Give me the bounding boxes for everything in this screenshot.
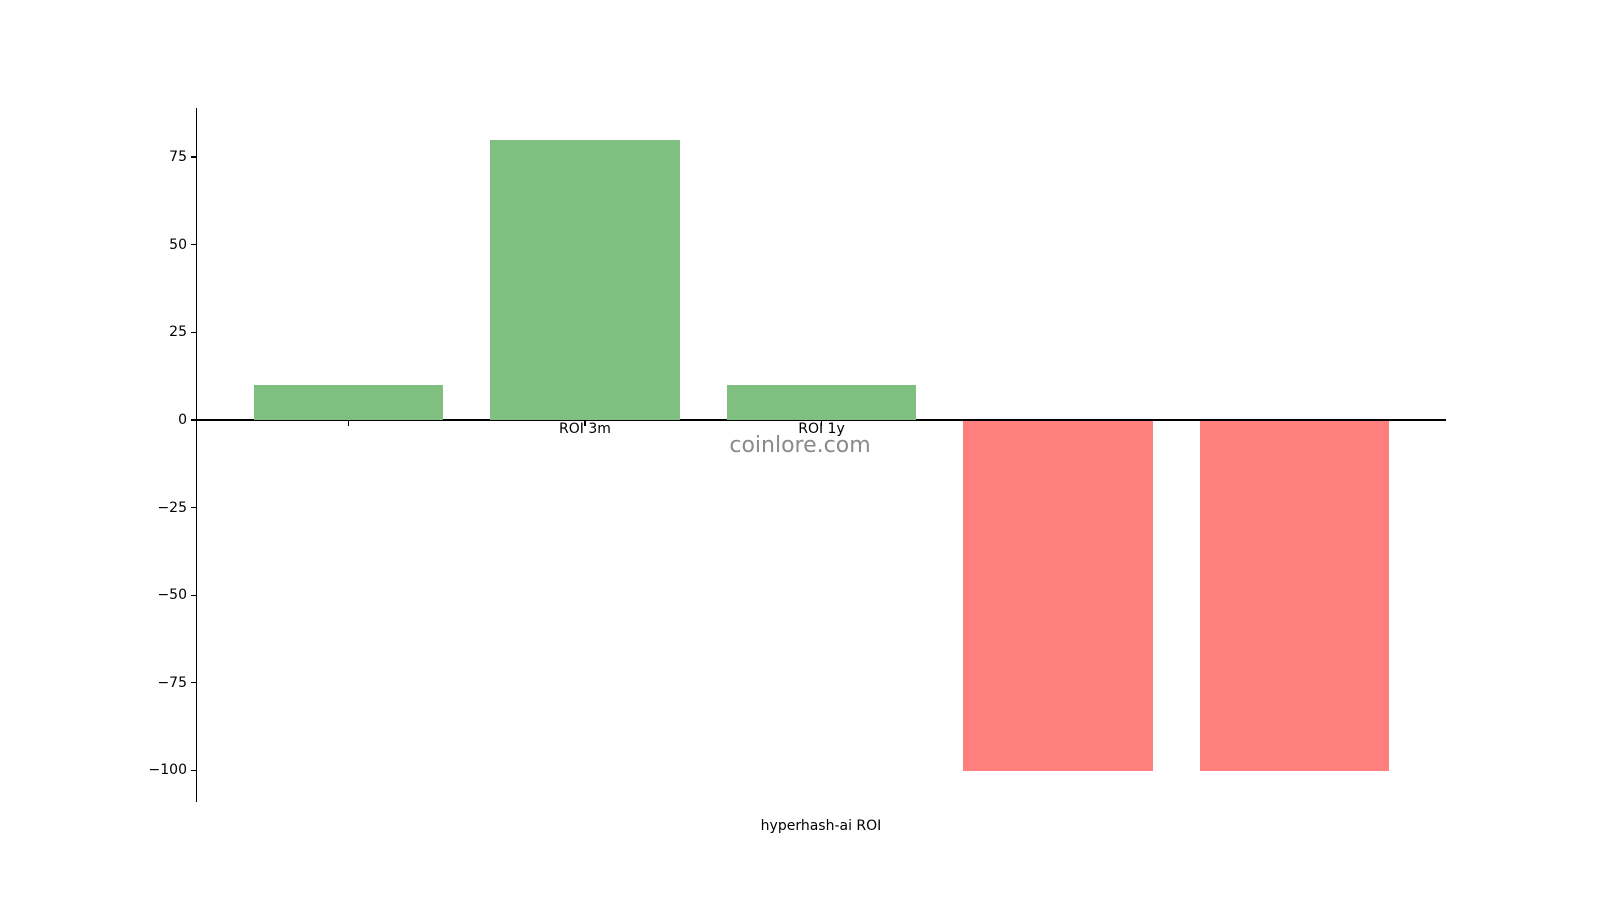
y-tick-label: 50 <box>169 236 187 253</box>
y-tick-label: 25 <box>169 324 187 341</box>
y-tick-mark <box>190 419 196 421</box>
y-tick-mark <box>190 506 196 509</box>
x-tick-label: ROI 1y <box>798 421 845 438</box>
watermark-text: coinlore.com <box>729 433 871 458</box>
x-tick-mark <box>820 419 823 426</box>
y-tick-label: 0 <box>178 411 187 428</box>
y-tick-mark <box>190 331 196 333</box>
x-axis-title: hyperhash-ai ROI <box>760 818 882 834</box>
x-tick-mark <box>584 419 586 426</box>
y-tick-mark <box>190 769 196 772</box>
y-tick-label: −75 <box>157 674 187 691</box>
x-tick-label: ROI 3m <box>559 421 611 438</box>
y-tick-label: −100 <box>148 762 187 779</box>
bar <box>1199 420 1390 772</box>
bar <box>726 384 917 420</box>
bar <box>490 139 680 420</box>
y-tick-mark <box>190 156 196 158</box>
bar <box>963 420 1153 772</box>
bar <box>253 384 443 420</box>
y-axis-spine <box>195 108 197 802</box>
y-tick-mark <box>190 682 196 684</box>
y-tick-label: −25 <box>157 499 187 516</box>
y-tick-label: −50 <box>157 587 187 604</box>
y-tick-label: 75 <box>169 149 187 166</box>
y-tick-mark <box>190 244 196 246</box>
x-tick-mark <box>347 419 349 426</box>
y-tick-mark <box>190 594 196 596</box>
